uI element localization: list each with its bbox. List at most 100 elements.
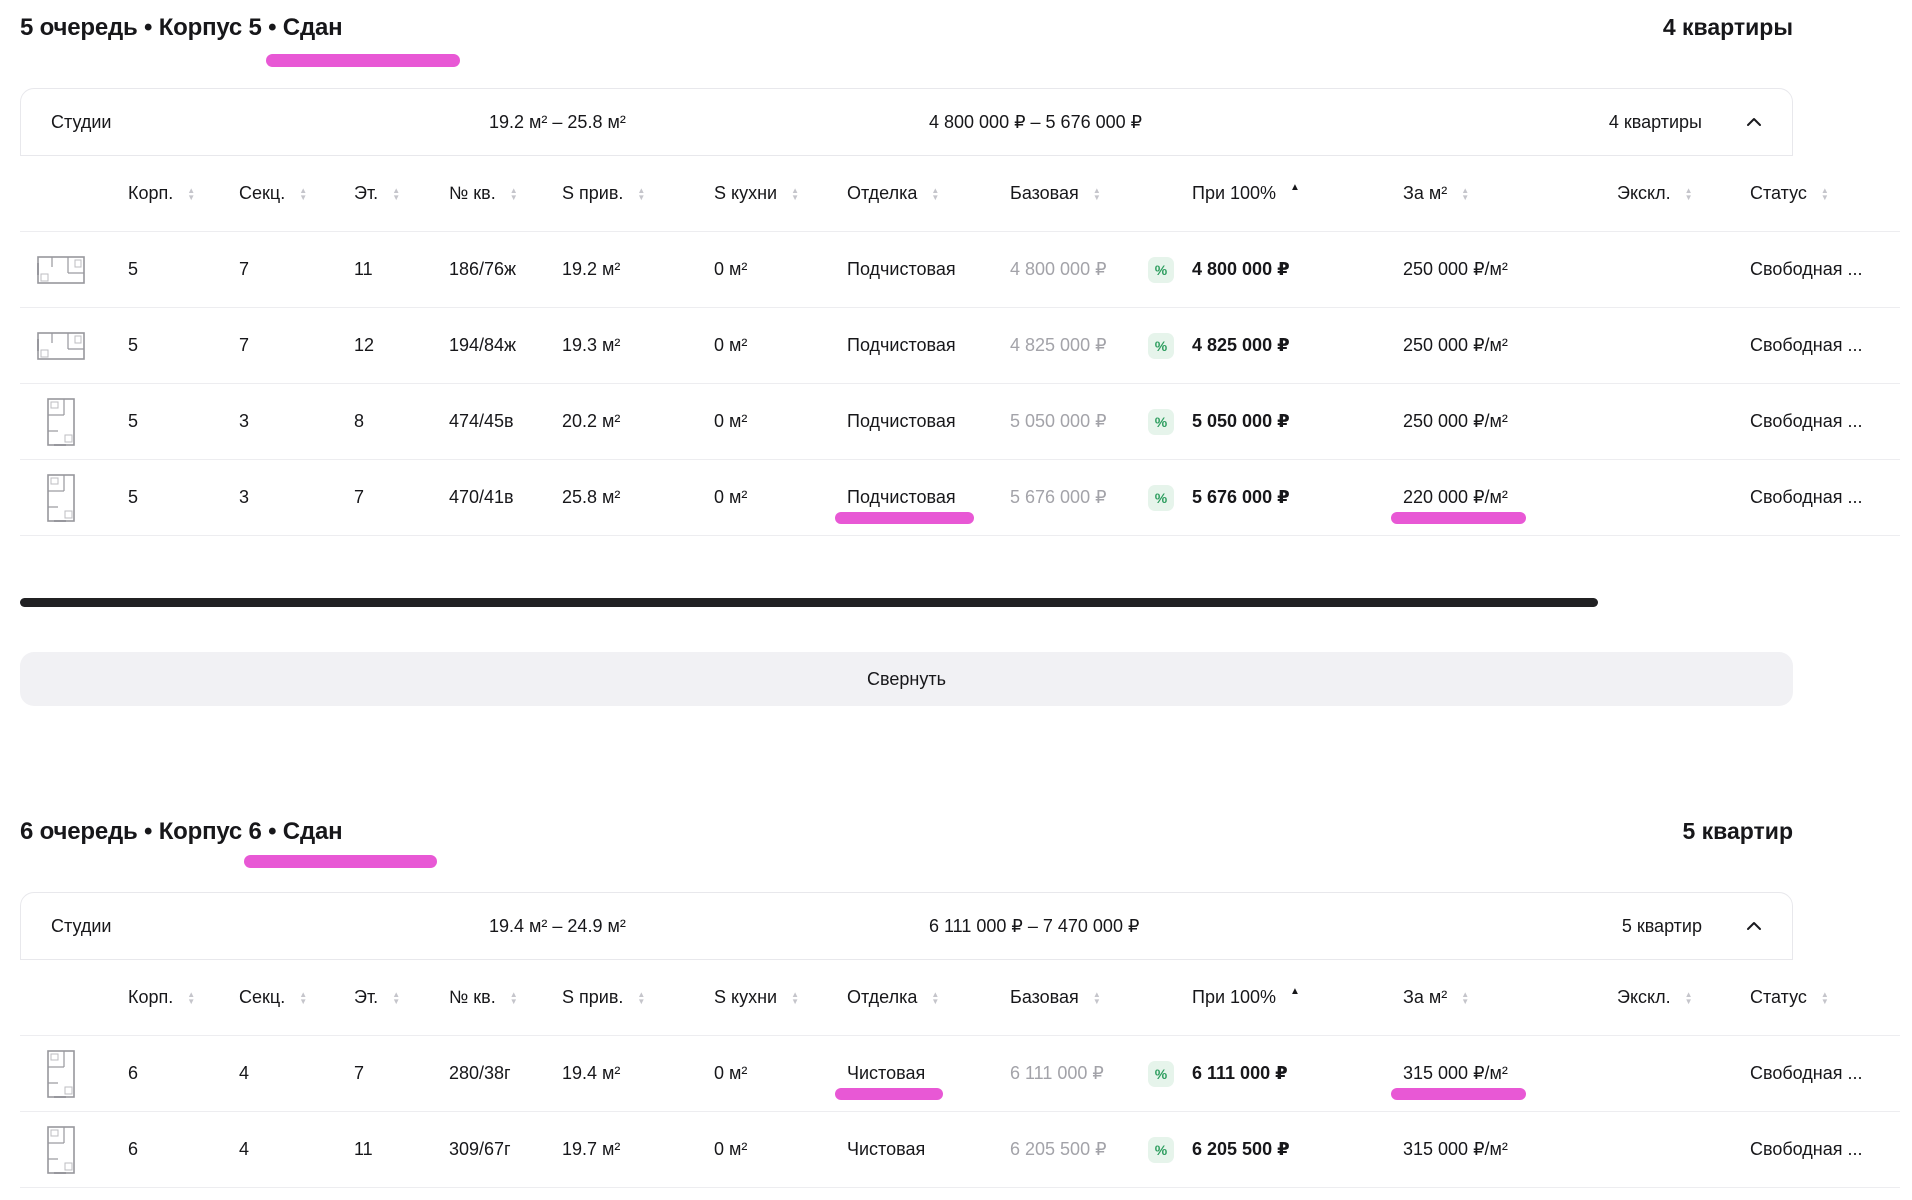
column-header[interactable]: № кв. xyxy=(449,183,562,204)
collapse-button[interactable]: Свернуть xyxy=(20,652,1793,706)
sort-icon[interactable] xyxy=(187,991,195,1005)
base-price: 5 050 000 ₽ xyxy=(1010,411,1107,431)
column-header[interactable]: S прив. xyxy=(562,987,714,1008)
column-label: За м² xyxy=(1403,183,1448,203)
sort-icon[interactable] xyxy=(1685,187,1693,201)
column-header[interactable]: При 100% xyxy=(1192,183,1403,204)
table-row[interactable]: 5 3 7 470/41в 25.8 м² 0 м² Подчистовая 5… xyxy=(20,460,1900,536)
cell-za-m2: 315 000 ₽/м² xyxy=(1403,1139,1617,1160)
chevron-up-icon[interactable] xyxy=(1746,117,1762,127)
floorplan-icon xyxy=(47,473,75,522)
table-row[interactable]: 5 7 12 194/84ж 19.3 м² 0 м² Подчистовая … xyxy=(20,308,1900,384)
sort-icon[interactable] xyxy=(187,187,195,201)
cell-value: Чистовая xyxy=(847,1139,926,1159)
table-body: 5 7 11 186/76ж 19.2 м² 0 м² Подчистовая … xyxy=(20,232,1912,536)
column-header[interactable]: За м² xyxy=(1403,987,1617,1008)
section-building-5: 5 очередь • Корпус 5 • Сдан 4 квартиры С… xyxy=(20,14,1912,706)
cell-s-kuhni: 0 м² xyxy=(714,1139,748,1159)
column-label: При 100% xyxy=(1192,183,1277,203)
percent-badge-icon: % xyxy=(1148,408,1174,435)
floorplan-thumbnail[interactable] xyxy=(34,395,88,449)
floorplan-thumbnail[interactable] xyxy=(34,1123,88,1177)
sort-icon[interactable] xyxy=(1461,187,1469,201)
sort-icon[interactable] xyxy=(637,187,645,201)
column-header[interactable]: За м² xyxy=(1403,183,1617,204)
cell-otdelka: Чистовая xyxy=(847,1139,1010,1160)
group-type-label: Студии xyxy=(51,915,112,936)
sort-icon[interactable] xyxy=(1290,184,1300,191)
column-header[interactable]: Статус xyxy=(1750,183,1900,204)
column-header[interactable]: Базовая xyxy=(1010,987,1192,1008)
sort-icon[interactable] xyxy=(1821,187,1829,201)
column-header[interactable]: Статус xyxy=(1750,987,1900,1008)
sort-icon[interactable] xyxy=(931,991,939,1005)
cell-et: 7 xyxy=(354,487,365,507)
sort-icon[interactable] xyxy=(392,991,400,1005)
column-header[interactable]: S кухни xyxy=(714,183,847,204)
section-building-6: 6 очередь • Корпус 6 • Сдан 5 квартир Ст… xyxy=(20,818,1912,1188)
sort-icon[interactable] xyxy=(299,187,307,201)
floorplan-thumbnail[interactable] xyxy=(34,471,88,525)
floorplan-thumbnail[interactable] xyxy=(34,1047,88,1101)
column-header[interactable]: Отделка xyxy=(847,183,1010,204)
column-header[interactable]: При 100% xyxy=(1192,987,1403,1008)
table-row[interactable]: 5 7 11 186/76ж 19.2 м² 0 м² Подчистовая … xyxy=(20,232,1900,308)
section-header: 6 очередь • Корпус 6 • Сдан 5 квартир xyxy=(20,818,1793,868)
sort-icon[interactable] xyxy=(392,187,400,201)
column-label: Секц. xyxy=(239,183,286,203)
table-row[interactable]: 6 4 7 280/38г 19.4 м² 0 м² Чистовая 6 11… xyxy=(20,1036,1900,1112)
cell-otdelka: Подчистовая xyxy=(835,487,1010,524)
sort-icon[interactable] xyxy=(1685,991,1693,1005)
sort-icon[interactable] xyxy=(1093,187,1101,201)
column-header[interactable]: № кв. xyxy=(449,987,562,1008)
column-header[interactable]: Экскл. xyxy=(1617,183,1750,204)
sort-icon[interactable] xyxy=(791,991,799,1005)
column-label: S прив. xyxy=(562,987,624,1007)
cell-value: 315 000 ₽/м² xyxy=(1391,1063,1526,1100)
horizontal-scrollbar[interactable] xyxy=(20,598,1598,607)
sort-icon[interactable] xyxy=(510,991,518,1005)
cell-otdelka: Подчистовая xyxy=(847,259,1010,280)
column-header[interactable]: Эт. xyxy=(354,183,449,204)
sort-icon[interactable] xyxy=(931,187,939,201)
sort-icon[interactable] xyxy=(637,991,645,1005)
sort-icon[interactable] xyxy=(1093,991,1101,1005)
floorplan-thumbnail[interactable] xyxy=(34,319,88,373)
table-row[interactable]: 5 3 8 474/45в 20.2 м² 0 м² Подчистовая 5… xyxy=(20,384,1900,460)
cell-otdelka: Подчистовая xyxy=(847,411,1010,432)
column-header[interactable]: Эт. xyxy=(354,987,449,1008)
chevron-up-icon[interactable] xyxy=(1746,921,1762,931)
sort-icon[interactable] xyxy=(1461,991,1469,1005)
cell-status: Свободная ... xyxy=(1750,411,1863,431)
column-header[interactable]: Секц. xyxy=(239,987,354,1008)
cell-za-m2: 250 000 ₽/м² xyxy=(1403,411,1617,432)
table-body: 6 4 7 280/38г 19.4 м² 0 м² Чистовая 6 11… xyxy=(20,1036,1912,1188)
column-header[interactable]: Экскл. xyxy=(1617,987,1750,1008)
sort-icon[interactable] xyxy=(299,991,307,1005)
cell-value: Подчистовая xyxy=(847,335,956,355)
group-row-studios[interactable]: Студии 19.4 м² – 24.9 м² 6 111 000 ₽ – 7… xyxy=(20,892,1793,960)
column-label: Отделка xyxy=(847,987,918,1007)
sort-icon[interactable] xyxy=(1821,991,1829,1005)
column-header[interactable]: Корп. xyxy=(128,987,239,1008)
column-header[interactable]: Корп. xyxy=(128,183,239,204)
percent-badge-icon: % xyxy=(1148,1060,1174,1087)
group-row-studios[interactable]: Студии 19.2 м² – 25.8 м² 4 800 000 ₽ – 5… xyxy=(20,88,1793,156)
cell-floorplan xyxy=(20,1047,128,1101)
cell-korp: 6 xyxy=(128,1139,139,1159)
group-area-range: 19.4 м² – 24.9 м² xyxy=(489,915,626,936)
sort-icon[interactable] xyxy=(510,187,518,201)
column-header[interactable]: Базовая xyxy=(1010,183,1192,204)
column-header[interactable]: S прив. xyxy=(562,183,714,204)
sort-icon[interactable] xyxy=(791,187,799,201)
column-header[interactable]: S кухни xyxy=(714,987,847,1008)
table-row[interactable]: 6 4 11 309/67г 19.7 м² 0 м² Чистовая 6 2… xyxy=(20,1112,1900,1188)
floorplan-thumbnail[interactable] xyxy=(34,243,88,297)
column-header[interactable]: Отделка xyxy=(847,987,1010,1008)
column-label: Экскл. xyxy=(1617,183,1671,203)
sort-icon[interactable] xyxy=(1290,988,1300,995)
cell-kv-number: 186/76ж xyxy=(449,259,517,279)
cell-s-priv: 25.8 м² xyxy=(562,487,621,507)
column-header[interactable]: Секц. xyxy=(239,183,354,204)
cell-pri100: 5 050 000 ₽ xyxy=(1192,411,1290,431)
